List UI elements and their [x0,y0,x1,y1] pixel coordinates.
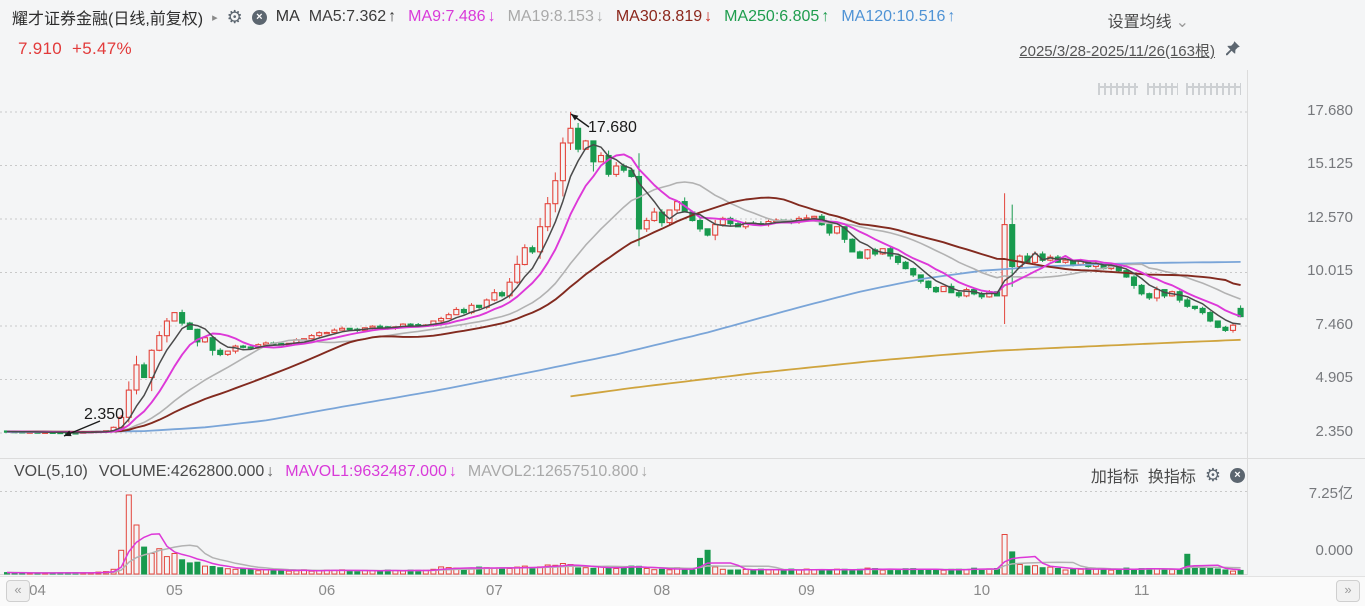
watermark-bars-icon [1147,83,1178,95]
down-arrow-icon: ↓ [595,8,604,25]
volume-axis-min: 0.000 [1315,542,1353,559]
ma-close-icon[interactable]: × [251,9,267,25]
indicator-vol-indicator: VOL(5,10) [14,463,88,480]
chart-header: 耀才证券金融(日线,前复权) ▸ ⚙ × MA MA5:7.362 ↑ MA9:7.… [12,6,955,28]
low-annotation: 2.350 [84,406,125,423]
date-range-link[interactable]: 2025/3/28-2025/11/26(163根) [1019,43,1215,60]
x-axis-month-11: 11 [1133,582,1150,599]
up-arrow-icon: ↑ [947,8,956,25]
up-arrow-icon: ↑ [821,8,830,25]
price-axis-tick: 15.125 [1307,155,1353,173]
x-axis-month-07: 07 [486,582,503,599]
indicator-ma120: MA120:10.516 ↑ [841,8,956,25]
x-axis-month-10: 10 [973,582,991,599]
volume-close-icon[interactable]: × [1230,467,1245,483]
scroll-left-button[interactable]: « [6,580,30,602]
ma-settings-label: 设置均线 [1107,14,1172,31]
x-axis-month-06: 06 [318,582,336,599]
volume-chart[interactable] [0,490,1248,575]
price-axis-tick: 2.350 [1315,423,1353,440]
indicator-mavol1: MAVOL1:9632487.000 ↓ [285,463,457,480]
switch-indicator-button[interactable]: 换指标 [1147,469,1196,486]
symbol-title[interactable]: 耀才证券金融(日线,前复权) [12,11,204,28]
last-change-pct: +5.47% [72,39,132,58]
price-chart[interactable] [0,70,1248,458]
price-axis-tick: 4.905 [1315,369,1353,387]
last-quote: 7.910 +5.47% [18,39,142,59]
panel-divider [0,458,1365,459]
axis-divider [1247,70,1248,575]
down-arrow-icon: ↓ [448,463,457,480]
indicator-ma9: MA9:7.486 ↓ [408,8,496,25]
price-axis-tick: 17.680 [1307,101,1353,119]
volume-axis-max: 7.25亿 [1308,485,1353,502]
up-arrow-icon: ↑ [388,8,397,25]
volume-settings-gear-icon[interactable]: ⚙ [1204,465,1221,485]
ma-group-label: MA [275,8,300,25]
x-axis-month-05: 05 [166,582,183,599]
indicator-ma5: MA5:7.362 ↑ [308,8,397,25]
down-arrow-icon: ↓ [640,463,649,480]
ma-settings-button[interactable]: 设置均线 ⌄ [1108,8,1189,32]
indicator-volume: VOLUME:4262800.000 ↓ [98,463,275,480]
ma-settings-gear-icon[interactable]: ⚙ [226,7,243,27]
pin-icon[interactable] [1224,40,1241,57]
price-axis-tick: 12.570 [1307,208,1353,226]
ma-values-strip: MA5:7.362 ↑ MA9:7.486 ↓ MA19:8.153 ↓ MA30:8.81… [309,8,956,26]
down-arrow-icon: ↓ [266,463,275,480]
down-arrow-icon: ↓ [487,8,496,25]
indicator-ma250: MA250:6.805 ↑ [724,8,830,25]
price-axis-tick: 7.460 [1315,315,1353,333]
x-axis-month-04: 04 [29,582,46,599]
watermark-bars-icon [1098,83,1138,95]
scroll-right-button[interactable]: » [1336,580,1360,602]
add-indicator-button[interactable]: 加指标 [1090,469,1139,486]
volume-header: VOL(5,10) VOLUME:4262800.000 ↓ MAVOL1:96324… [14,463,648,481]
down-arrow-icon: ↓ [704,8,713,25]
indicator-ma19: MA19:8.153 ↓ [507,8,604,25]
volume-header-tools: 加指标 换指标 ⚙ × [1091,463,1245,487]
watermark-bars-icon [1186,83,1241,95]
x-axis-strip: 04 05 06 07 08 09 10 11 « » [0,576,1365,606]
last-price: 7.910 [18,39,63,58]
high-annotation: 17.680 [588,119,637,136]
title-caret-icon[interactable]: ▸ [212,11,218,24]
indicator-ma30: MA30:8.819 ↓ [615,8,713,25]
indicator-mavol2: MAVOL2:12657510.800 ↓ [467,463,649,480]
price-axis-tick: 10.015 [1307,262,1353,280]
x-axis-month-09: 09 [798,582,815,599]
chevron-down-icon: ⌄ [1175,14,1189,31]
x-axis-month-08: 08 [653,582,671,599]
